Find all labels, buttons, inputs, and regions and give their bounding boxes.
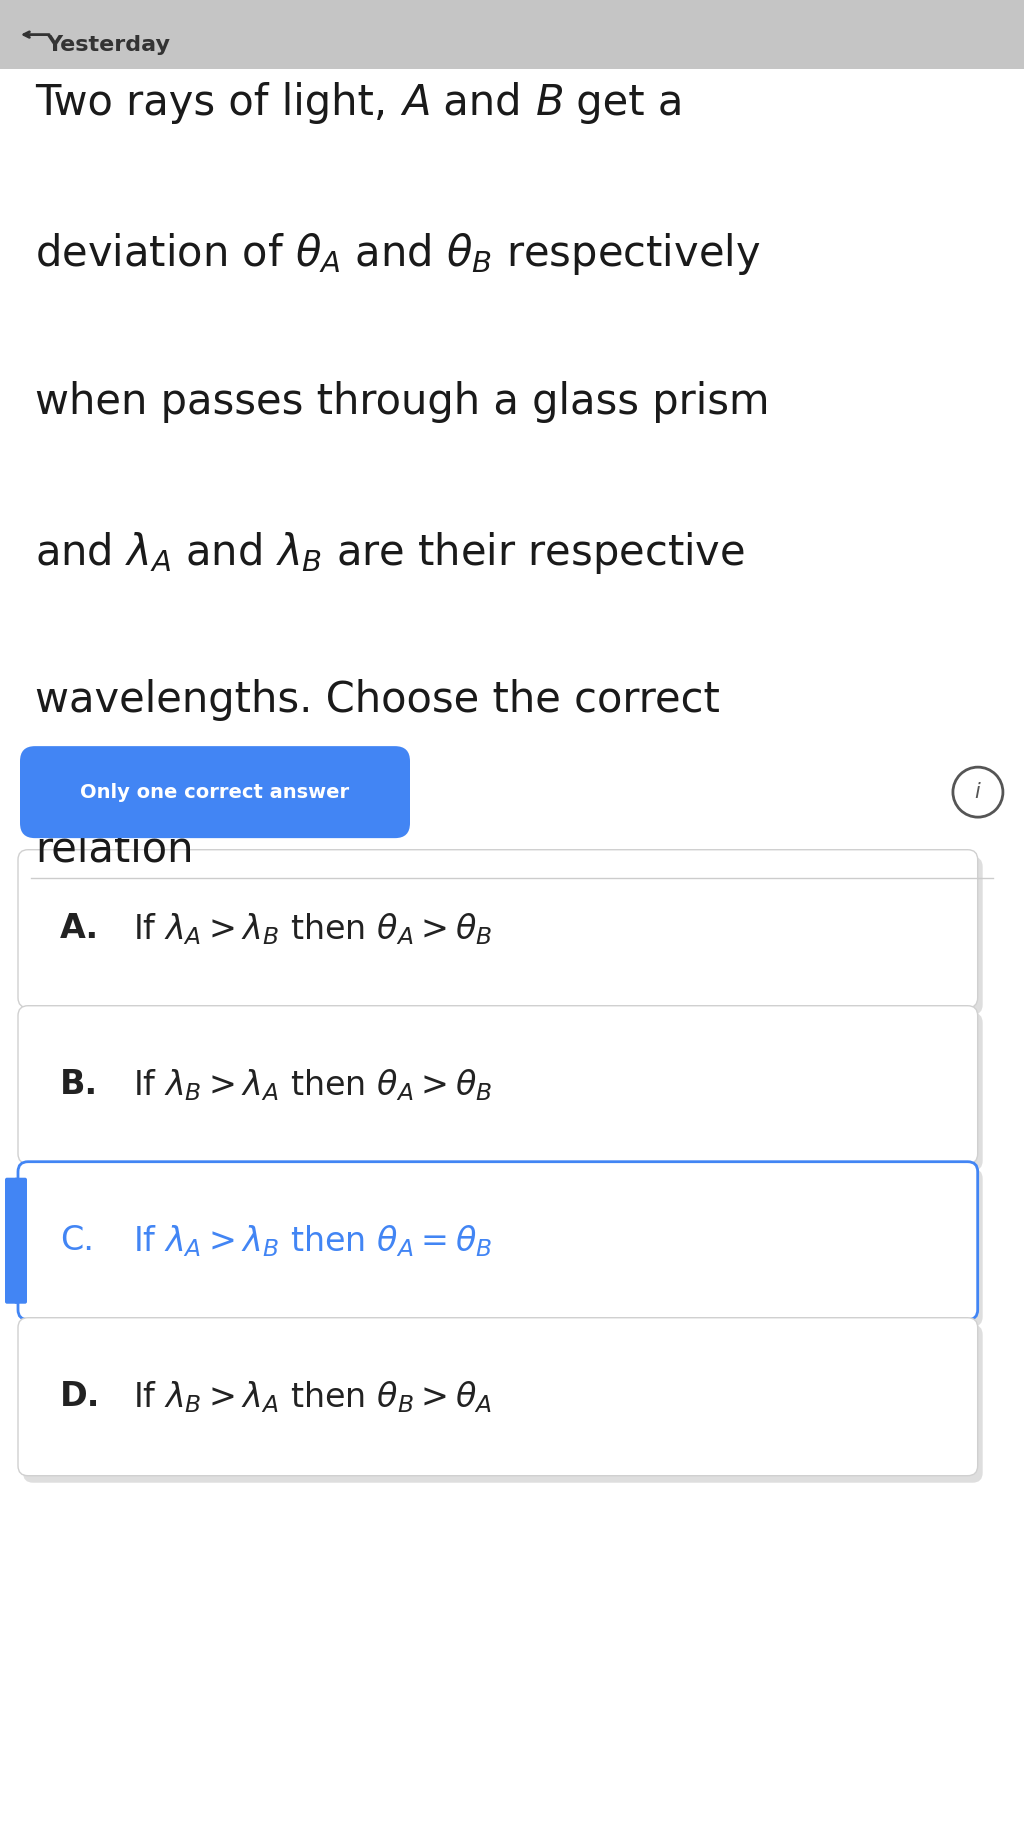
Text: deviation of $\theta_{A}$ and $\theta_{B}$ respectively: deviation of $\theta_{A}$ and $\theta_{B… [35,231,761,277]
Text: relation: relation [35,829,194,870]
FancyBboxPatch shape [18,1005,978,1164]
FancyBboxPatch shape [5,1178,18,1304]
FancyBboxPatch shape [0,0,1024,69]
Text: B.: B. [60,1069,98,1102]
Text: and $\lambda_{A}$ and $\lambda_{B}$ are their respective: and $\lambda_{A}$ and $\lambda_{B}$ are … [35,530,744,575]
Text: get a: get a [563,82,683,124]
Text: Two rays of light,: Two rays of light, [35,82,400,124]
Text: If $\lambda_B > \lambda_A$ then $\theta_B > \theta_A$: If $\lambda_B > \lambda_A$ then $\theta_… [133,1378,492,1415]
Text: If $\lambda_A > \lambda_B$ then $\theta_A > \theta_B$: If $\lambda_A > \lambda_B$ then $\theta_… [133,910,493,947]
FancyBboxPatch shape [18,1318,978,1475]
FancyBboxPatch shape [20,747,410,838]
FancyBboxPatch shape [14,1178,27,1304]
Text: $\it{B}$: $\it{B}$ [535,82,563,124]
FancyBboxPatch shape [23,1324,983,1482]
FancyBboxPatch shape [18,1162,978,1320]
Text: and: and [430,82,535,124]
Text: Only one correct answer: Only one correct answer [81,783,349,801]
FancyBboxPatch shape [23,856,983,1014]
Text: $i$: $i$ [974,783,982,801]
Text: D.: D. [60,1380,100,1413]
Text: A.: A. [60,912,99,945]
Text: Yesterday: Yesterday [46,35,170,55]
Text: C.: C. [60,1224,94,1256]
Text: when passes through a glass prism: when passes through a glass prism [35,381,769,422]
Text: If $\lambda_A > \lambda_B$ then $\theta_A = \theta_B$: If $\lambda_A > \lambda_B$ then $\theta_… [133,1224,493,1258]
Text: wavelengths. Choose the correct: wavelengths. Choose the correct [35,679,720,721]
FancyBboxPatch shape [23,1169,983,1328]
Text: If $\lambda_B > \lambda_A$ then $\theta_A > \theta_B$: If $\lambda_B > \lambda_A$ then $\theta_… [133,1067,493,1102]
Text: $\it{A}$: $\it{A}$ [400,82,430,124]
FancyBboxPatch shape [18,850,978,1007]
FancyBboxPatch shape [23,1012,983,1171]
